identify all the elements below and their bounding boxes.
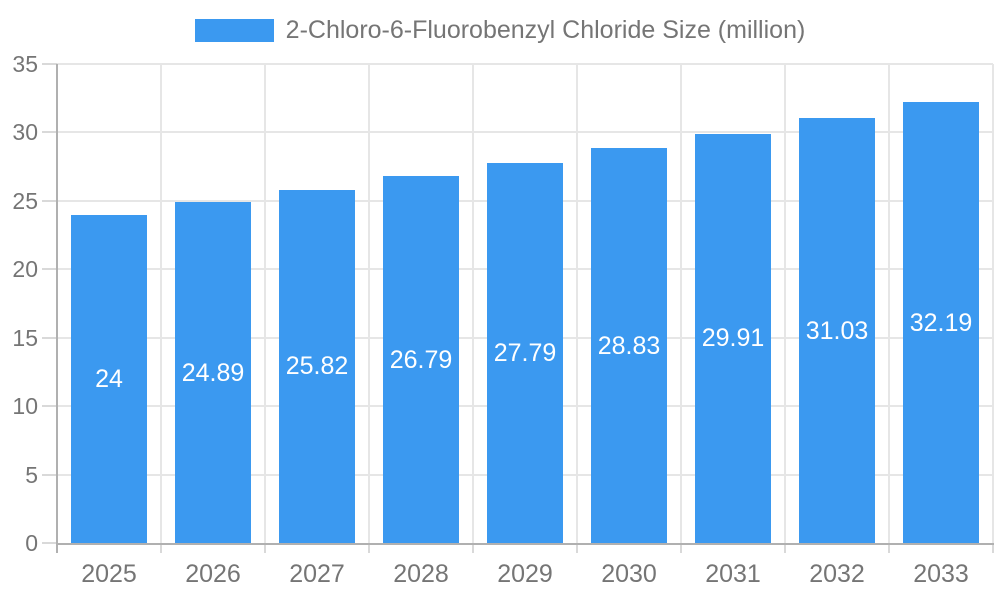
y-tick — [42, 268, 57, 271]
legend[interactable]: 2-Chloro-6-Fluorobenzyl Chloride Size (m… — [0, 17, 1000, 44]
bar-value-label: 28.83 — [597, 331, 661, 360]
h-gridline — [57, 63, 993, 65]
y-tick — [42, 405, 57, 408]
y-axis-label: 10 — [12, 393, 38, 420]
bar-value-label: 24.89 — [181, 358, 245, 387]
v-gridline — [472, 64, 474, 543]
y-axis-label: 30 — [12, 119, 38, 146]
x-tick — [368, 545, 370, 553]
bar-value-label: 29.91 — [701, 324, 765, 353]
bar-value-label: 27.79 — [493, 338, 557, 367]
v-gridline — [784, 64, 786, 543]
x-tick — [888, 545, 890, 553]
x-axis-label: 2033 — [913, 560, 969, 588]
x-axis-label: 2029 — [497, 560, 553, 588]
bar[interactable] — [175, 202, 251, 543]
x-tick — [472, 545, 474, 553]
bar[interactable] — [383, 176, 459, 543]
v-gridline — [888, 64, 890, 543]
x-axis-label: 2027 — [289, 560, 345, 588]
v-gridline — [368, 64, 370, 543]
x-tick — [992, 545, 994, 553]
x-tick — [264, 545, 266, 553]
bar-value-label: 24 — [95, 364, 123, 393]
bar[interactable] — [487, 162, 563, 543]
v-gridline — [576, 64, 578, 543]
y-axis-label: 25 — [12, 187, 38, 214]
v-gridline — [992, 64, 994, 543]
y-axis-label: 5 — [25, 461, 38, 488]
x-tick — [680, 545, 682, 553]
y-tick — [42, 473, 57, 476]
y-axis-line — [56, 64, 58, 553]
y-tick — [42, 542, 57, 544]
x-tick — [160, 545, 162, 553]
y-tick — [42, 63, 57, 65]
legend-swatch — [194, 19, 274, 42]
x-axis-label: 2028 — [393, 560, 449, 588]
x-axis-label: 2025 — [81, 560, 137, 588]
y-axis-label: 20 — [12, 256, 38, 283]
x-tick — [576, 545, 578, 553]
bar-value-label: 25.82 — [285, 352, 349, 381]
x-tick — [784, 545, 786, 553]
x-axis-label: 2026 — [185, 560, 241, 588]
bar[interactable] — [799, 118, 875, 543]
v-gridline — [264, 64, 266, 543]
x-axis-label: 2032 — [809, 560, 865, 588]
v-gridline — [680, 64, 682, 543]
y-axis-label: 35 — [12, 51, 38, 77]
bar[interactable] — [695, 133, 771, 543]
x-axis-label: 2031 — [705, 560, 761, 588]
x-axis-label: 2030 — [601, 560, 657, 588]
legend-label: 2-Chloro-6-Fluorobenzyl Chloride Size (m… — [285, 16, 806, 44]
bar[interactable] — [903, 102, 979, 543]
x-axis-line — [56, 543, 994, 545]
v-gridline — [160, 64, 162, 543]
h-gridline — [57, 131, 993, 134]
y-tick — [42, 131, 57, 134]
y-tick — [42, 336, 57, 339]
bar[interactable] — [591, 148, 667, 543]
bar-value-label: 32.19 — [909, 308, 973, 337]
bar-value-label: 26.79 — [389, 345, 453, 374]
y-tick — [42, 199, 57, 202]
bar[interactable] — [279, 189, 355, 543]
bar[interactable] — [71, 214, 147, 543]
y-axis-label: 15 — [12, 324, 38, 351]
y-axis-label: 0 — [25, 530, 38, 556]
bar-value-label: 31.03 — [805, 316, 869, 345]
